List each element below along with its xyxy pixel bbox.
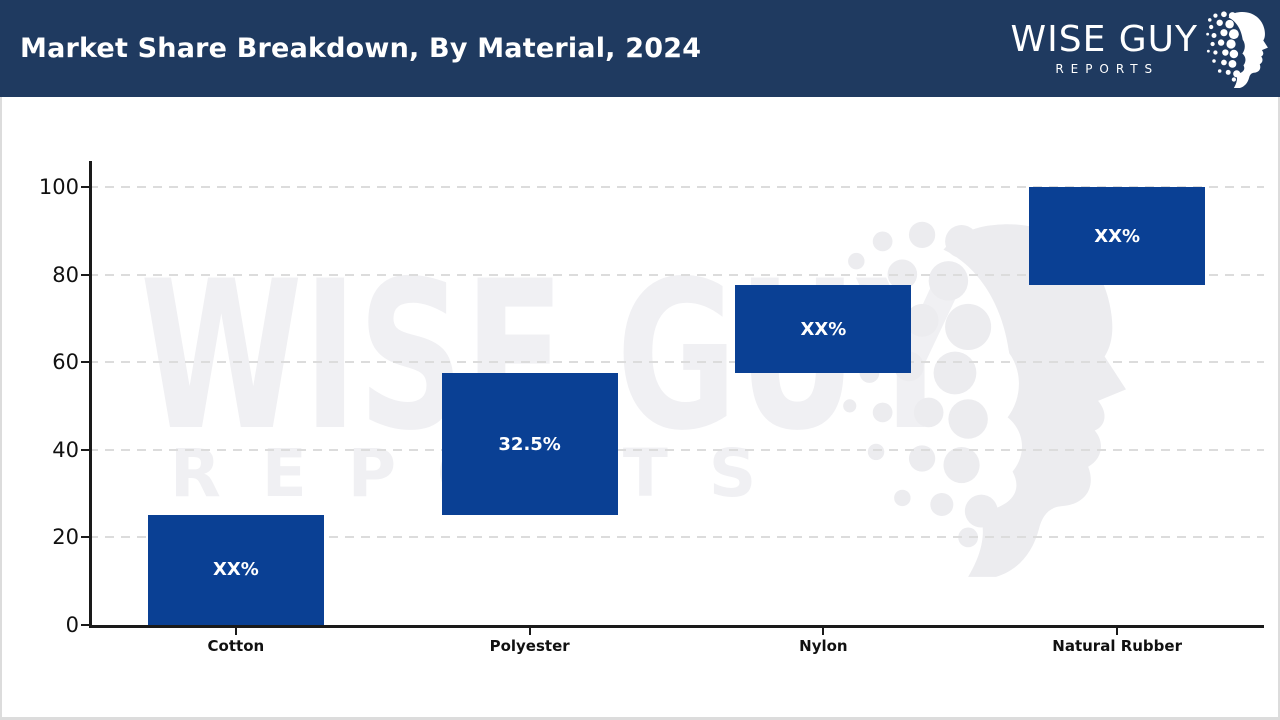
bar-value-label: XX% xyxy=(212,559,259,581)
x-axis-label-natural-rubber: Natural Rubber xyxy=(1052,636,1182,655)
chart-canvas: WISE GUY REPORTS 020406080100XX%Cotton32… xyxy=(0,97,1280,720)
y-tick-label-20: 20 xyxy=(52,525,79,549)
x-tick-polyester xyxy=(528,627,531,635)
y-tick-40 xyxy=(81,448,89,451)
y-tick-0 xyxy=(81,623,89,626)
x-tick-nylon xyxy=(822,627,825,635)
bar-polyester: 32.5% xyxy=(441,372,618,516)
gridline-100 xyxy=(89,186,1264,188)
y-tick-label-60: 60 xyxy=(52,350,79,374)
header-bar: Market Share Breakdown, By Material, 202… xyxy=(0,0,1280,97)
gridline-20 xyxy=(89,536,1264,538)
x-axis-label-polyester: Polyester xyxy=(489,636,570,655)
logo-text: WISE GUY REPORTS xyxy=(1010,18,1199,76)
x-axis-label-nylon: Nylon xyxy=(799,636,848,655)
x-axis-line xyxy=(89,624,1264,628)
gridline-60 xyxy=(89,361,1264,363)
bar-cotton: XX% xyxy=(147,515,324,625)
y-tick-60 xyxy=(81,361,89,363)
plot-area: 0 20 40 60 80 100 XX% Cotton 32.5% Polyester XX% Ny… xyxy=(2,97,1278,717)
x-axis-label-cotton: Cotton xyxy=(207,636,265,655)
y-tick-label-80: 80 xyxy=(52,262,79,287)
wise-guy-reports-logo: WISE GUY REPORTS xyxy=(1011,10,1269,88)
bar-value-label: XX% xyxy=(800,318,847,340)
bar-natural-rubber: XX% xyxy=(1029,187,1206,286)
bar-value-label: XX% xyxy=(1094,225,1141,247)
gridline-80 xyxy=(89,273,1264,276)
logo-wordmark: WISE GUY xyxy=(1010,18,1198,60)
gridline-40 xyxy=(89,448,1264,451)
y-axis-line xyxy=(89,161,92,628)
page-title: Market Share Breakdown, By Material, 202… xyxy=(20,33,702,64)
dotted-head-logo-icon xyxy=(1204,10,1268,88)
logo-reports-label: REPORTS xyxy=(1055,61,1160,76)
y-tick-label-40: 40 xyxy=(52,437,79,462)
y-tick-label-100: 100 xyxy=(38,175,79,199)
bar-nylon: XX% xyxy=(735,285,912,373)
y-tick-20 xyxy=(81,536,89,538)
y-tick-label-0: 0 xyxy=(65,612,79,637)
y-tick-100 xyxy=(81,186,89,188)
x-tick-cotton xyxy=(234,627,237,635)
bar-value-label: 32.5% xyxy=(498,433,561,455)
x-tick-natural-rubber xyxy=(1116,627,1119,635)
y-tick-80 xyxy=(81,273,89,276)
